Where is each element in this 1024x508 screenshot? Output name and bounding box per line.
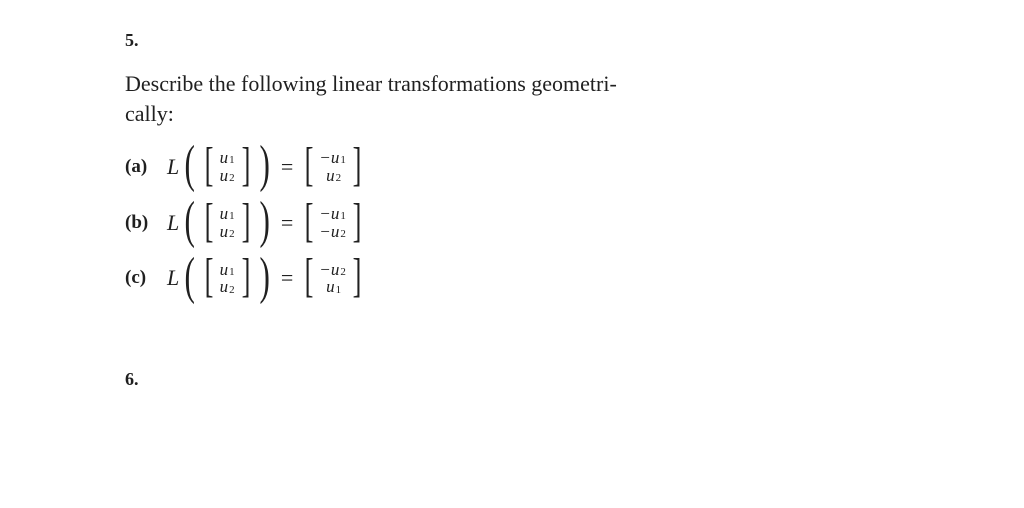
input-vector: u1 u2 — [219, 205, 236, 241]
stem-line-2: cally: — [125, 101, 174, 126]
subscript: 1 — [229, 267, 235, 279]
input-vector: u1 u2 — [219, 261, 236, 297]
func-letter: L — [167, 154, 179, 180]
input-vector: u1 u2 — [219, 149, 236, 185]
lbracket-icon: [ — [204, 257, 213, 295]
subscript: 2 — [340, 267, 346, 279]
u-sym: u — [220, 278, 229, 296]
neg-sign: − — [320, 205, 330, 223]
u-sym: u — [331, 261, 340, 279]
output-vector: −u2 u1 — [319, 261, 347, 297]
question-number: 5. — [125, 30, 895, 51]
lbracket-icon: [ — [204, 202, 213, 240]
rbracket-icon: ] — [352, 257, 361, 295]
u-sym: u — [331, 149, 340, 167]
u-sym: u — [220, 261, 229, 279]
lparen-icon: ( — [185, 144, 195, 186]
rbracket-icon: ] — [352, 202, 361, 240]
u-sym: u — [220, 205, 229, 223]
part-c-equation: L ( [ u1 u2 ] ) = [ −u2 u1 ] — [167, 258, 365, 300]
lparen-icon: ( — [185, 256, 195, 298]
lbracket-icon: [ — [305, 202, 314, 240]
subscript: 1 — [229, 211, 235, 223]
u-sym: u — [331, 205, 340, 223]
page: 5. Describe the following linear transfo… — [0, 0, 895, 390]
rbracket-icon: ] — [352, 146, 361, 184]
rbracket-icon: ] — [241, 257, 250, 295]
subscript: 1 — [340, 155, 346, 167]
subscript: 2 — [229, 229, 235, 241]
rparen-icon: ) — [259, 200, 269, 242]
lbracket-icon: [ — [305, 146, 314, 184]
subscript: 1 — [340, 211, 346, 223]
equals-sign: = — [275, 265, 299, 291]
subscript: 2 — [229, 285, 235, 297]
neg-sign: − — [320, 261, 330, 279]
func-letter: L — [167, 210, 179, 236]
part-b-equation: L ( [ u1 u2 ] ) = [ −u1 −u2 ] — [167, 202, 365, 244]
lbracket-icon: [ — [305, 257, 314, 295]
equals-sign: = — [275, 154, 299, 180]
rparen-icon: ) — [259, 144, 269, 186]
part-c: (c) L ( [ u1 u2 ] ) = [ −u2 u1 ] — [125, 258, 895, 300]
part-a-label: (a) — [125, 156, 157, 178]
u-sym: u — [220, 223, 229, 241]
rbracket-icon: ] — [241, 146, 250, 184]
u-sym: u — [220, 167, 229, 185]
u-sym: u — [326, 278, 335, 296]
subscript: 1 — [229, 155, 235, 167]
next-question-number: 6. — [125, 369, 895, 390]
subscript: 2 — [229, 173, 235, 185]
rparen-icon: ) — [259, 256, 269, 298]
u-sym: u — [331, 223, 340, 241]
part-a-equation: L ( [ u1 u2 ] ) = [ −u1 u2 ] — [167, 146, 365, 188]
stem-line-1: Describe the following linear transforma… — [125, 71, 617, 96]
question-stem: Describe the following linear transforma… — [125, 69, 705, 128]
rbracket-icon: ] — [241, 202, 250, 240]
neg-sign: − — [320, 149, 330, 167]
subscript: 2 — [336, 173, 342, 185]
u-sym: u — [220, 149, 229, 167]
part-c-label: (c) — [125, 267, 157, 289]
lbracket-icon: [ — [204, 146, 213, 184]
lparen-icon: ( — [185, 200, 195, 242]
parts-list: (a) L ( [ u1 u2 ] ) = [ −u1 u2 ] — [125, 146, 895, 299]
output-vector: −u1 u2 — [319, 149, 347, 185]
func-letter: L — [167, 265, 179, 291]
equals-sign: = — [275, 210, 299, 236]
subscript: 2 — [340, 229, 346, 241]
part-b-label: (b) — [125, 212, 157, 234]
u-sym: u — [326, 167, 335, 185]
subscript: 1 — [336, 285, 342, 297]
neg-sign: − — [320, 223, 330, 241]
part-a: (a) L ( [ u1 u2 ] ) = [ −u1 u2 ] — [125, 146, 895, 188]
output-vector: −u1 −u2 — [319, 205, 347, 241]
part-b: (b) L ( [ u1 u2 ] ) = [ −u1 −u2 ] — [125, 202, 895, 244]
